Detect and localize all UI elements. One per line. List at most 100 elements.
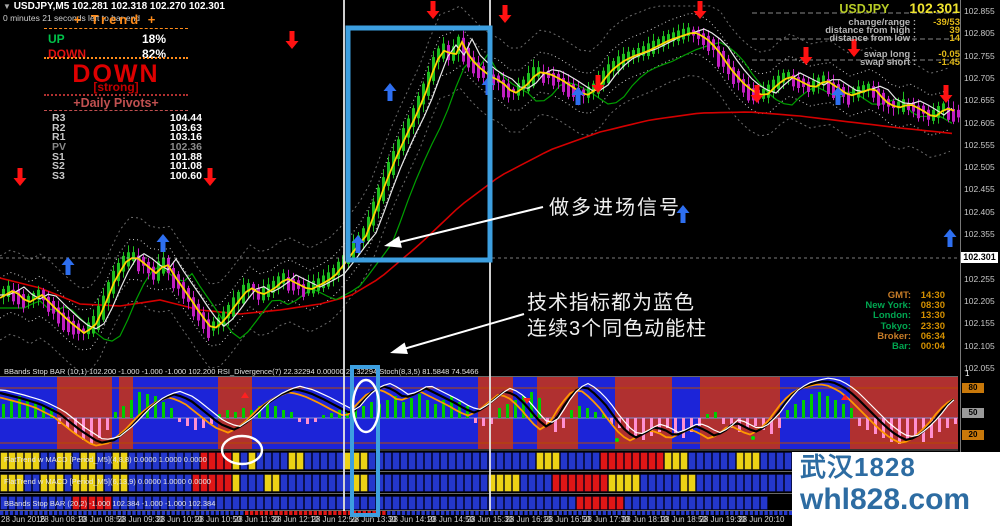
info-price: 102.301 <box>909 0 960 16</box>
session-times-panel: GMT: 14:30 New York: 08:30 London: 13:30 Tokyo… <box>824 290 945 352</box>
time-tick: 28 Jun 19:30 <box>699 515 746 524</box>
price-axis[interactable]: 102.855 102.805 102.755 102.705 102.655 102.6… <box>961 0 1000 512</box>
pivot-row-r3: R3 104.44 <box>52 112 202 124</box>
oscillator-label: BBands Stop BAR (10,1) 102.200 -1.000 -1… <box>4 367 479 376</box>
price-tick: 102.705 <box>964 73 995 83</box>
time-tick: 28 Jun 08:10 <box>39 515 87 524</box>
divider <box>44 110 188 111</box>
indicator-strip-1 <box>0 452 792 470</box>
time-tick: 28 Jun 10:10 <box>156 515 203 524</box>
pivot-row-r2: R2 103.63 <box>52 121 202 134</box>
signal-arrows <box>13 1 957 275</box>
session-row: London: 13:30 <box>873 310 945 322</box>
session-row: Broker: 06:34 <box>877 330 945 342</box>
annotation-line-1: 技术指标都为蓝色 <box>527 292 695 314</box>
time-axis[interactable]: 28 Jun 2016 28 Jun 08:10 28 Jun 08:50 28 Ju… <box>0 515 1000 526</box>
time-tick: 28 Jun 16:50 <box>544 515 591 524</box>
time-tick: 28 Jun 14:50 <box>427 515 475 524</box>
time-tick: 28 Jun 20:10 <box>738 515 785 524</box>
pivot-row-s1: S1 101.88 <box>52 150 202 163</box>
lower-channel <box>0 74 951 373</box>
time-tick: 28 Jun 12:10 <box>272 515 319 524</box>
price-tick: 102.105 <box>964 341 995 351</box>
time-tick: 28 Jun 09:30 <box>117 515 164 524</box>
session-row: Bar: 00:04 <box>891 340 945 352</box>
time-tick: 28 Jun 14:10 <box>389 515 436 524</box>
time-tick: 28 Jun 11:30 <box>233 515 280 524</box>
pivot-row-r1: R1 103.16 <box>52 131 202 144</box>
collapse-icon[interactable]: ▼ <box>3 2 11 11</box>
price-tick: 102.355 <box>964 229 995 239</box>
price-tick: 102.255 <box>964 274 995 284</box>
osc-level-80: 80 <box>962 383 984 393</box>
osc-fast-line <box>0 377 955 440</box>
trend-signal: DOWN <box>72 60 160 88</box>
upper-channel <box>0 5 951 289</box>
time-tick: 28 Jun 16:10 <box>505 515 552 524</box>
info-row: swap short : -1.45 <box>860 56 960 68</box>
symbol-info-panel: USDJPY 102.301 change/range : -39/53 dista… <box>740 0 960 68</box>
price-tick: 102.455 <box>964 184 995 194</box>
info-row: distance from low :14 <box>829 33 960 45</box>
session-row: New York: 08:30 <box>865 300 945 312</box>
strip3-label: BBands Stop BAR (20,2) -1.000 102.384 -1… <box>4 499 216 508</box>
price-tick: 102.605 <box>964 118 995 128</box>
time-tick: 28 Jun 17:30 <box>583 515 630 524</box>
info-row: swap long : -0.05 <box>863 48 960 60</box>
indicator-strip-2 <box>0 474 792 492</box>
session-row: GMT: 14:30 <box>887 290 945 301</box>
pivot-row-s3: S3 100.60 <box>52 170 202 183</box>
time-tick: 28 Jun 2016 <box>1 515 46 524</box>
price-tick: 102.855 <box>964 6 995 16</box>
annotation-line-2: 连续3个同色动能柱 <box>527 318 708 340</box>
divider <box>44 57 188 59</box>
price-tick: 102.055 <box>964 363 995 373</box>
watermark-line1: 武汉1828 <box>800 452 916 482</box>
osc-level-20: 20 <box>962 430 984 440</box>
session-row: Tokyo: 23:30 <box>880 320 945 332</box>
price-tick: 102.155 <box>964 318 995 328</box>
price-tick: 102.555 <box>964 140 995 150</box>
time-tick: 28 Jun 18:50 <box>660 515 707 524</box>
info-row: distance from high :39 <box>825 25 960 37</box>
info-row: change/range : -39/53 <box>848 17 960 28</box>
divider <box>44 94 188 96</box>
trend-up-row: UP 18% <box>48 32 166 46</box>
price-tick: 102.755 <box>964 51 995 61</box>
osc-scale-max: 1 <box>965 369 970 378</box>
pivot-row-pv: PV 102.36 <box>52 141 202 154</box>
time-tick: 28 Jun 15:30 <box>466 515 513 524</box>
price-tick: 102.205 <box>964 296 995 306</box>
strip2-label: FlatTrend w MACD [Period_M5](6,13,9) 0.0… <box>4 477 211 486</box>
current-price-tag: 102.301 <box>961 252 998 263</box>
trend-panel-heading: + Trend + <box>73 12 159 27</box>
time-tick: 28 Jun 13:30 <box>350 515 397 524</box>
daily-pivots-table: R3 104.44 R2 103.63 R1 103.16 PV 102.36 S1 101.88… <box>52 112 202 183</box>
oscillator-panel <box>0 377 958 449</box>
daily-pivots-heading: +Daily Pivots+ <box>73 96 159 110</box>
strip1-label: FlatTrend w MACD [Period_M5](4,8,8) 0.00… <box>4 455 207 464</box>
trend-strength: [strong] <box>93 80 139 94</box>
upper-band <box>0 12 951 311</box>
watermark-line2: whl828.com <box>800 483 971 516</box>
time-tick: 28 Jun 10:50 <box>195 515 242 524</box>
up-value: 18% <box>141 32 166 46</box>
price-tick: 102.505 <box>964 162 995 172</box>
divider <box>44 28 188 29</box>
bar-countdown: 0 minutes 21 seconds left to bar end <box>3 13 141 23</box>
price-tick: 102.805 <box>964 28 995 38</box>
time-tick: 28 Jun 08:50 <box>78 515 125 524</box>
lower-band <box>0 52 951 351</box>
price-tick: 102.405 <box>964 207 995 217</box>
pivot-row-s2: S2 101.08 <box>52 160 202 173</box>
annotation-indicators: 技术指标都为蓝色 连续3个同色动能柱 <box>527 290 707 342</box>
chart-title: ▼ USDJPY,M5 102.281 102.318 102.270 102.… <box>3 1 225 12</box>
osc-level-50: 50 <box>962 408 984 418</box>
time-tick: 28 Jun 18:10 <box>621 515 669 524</box>
price-tick: 102.655 <box>964 95 995 105</box>
time-tick: 28 Jun 12:50 <box>311 515 358 524</box>
watermark: 武汉1828 whl828.com <box>792 452 1000 526</box>
info-symbol: USDJPY <box>839 2 890 16</box>
